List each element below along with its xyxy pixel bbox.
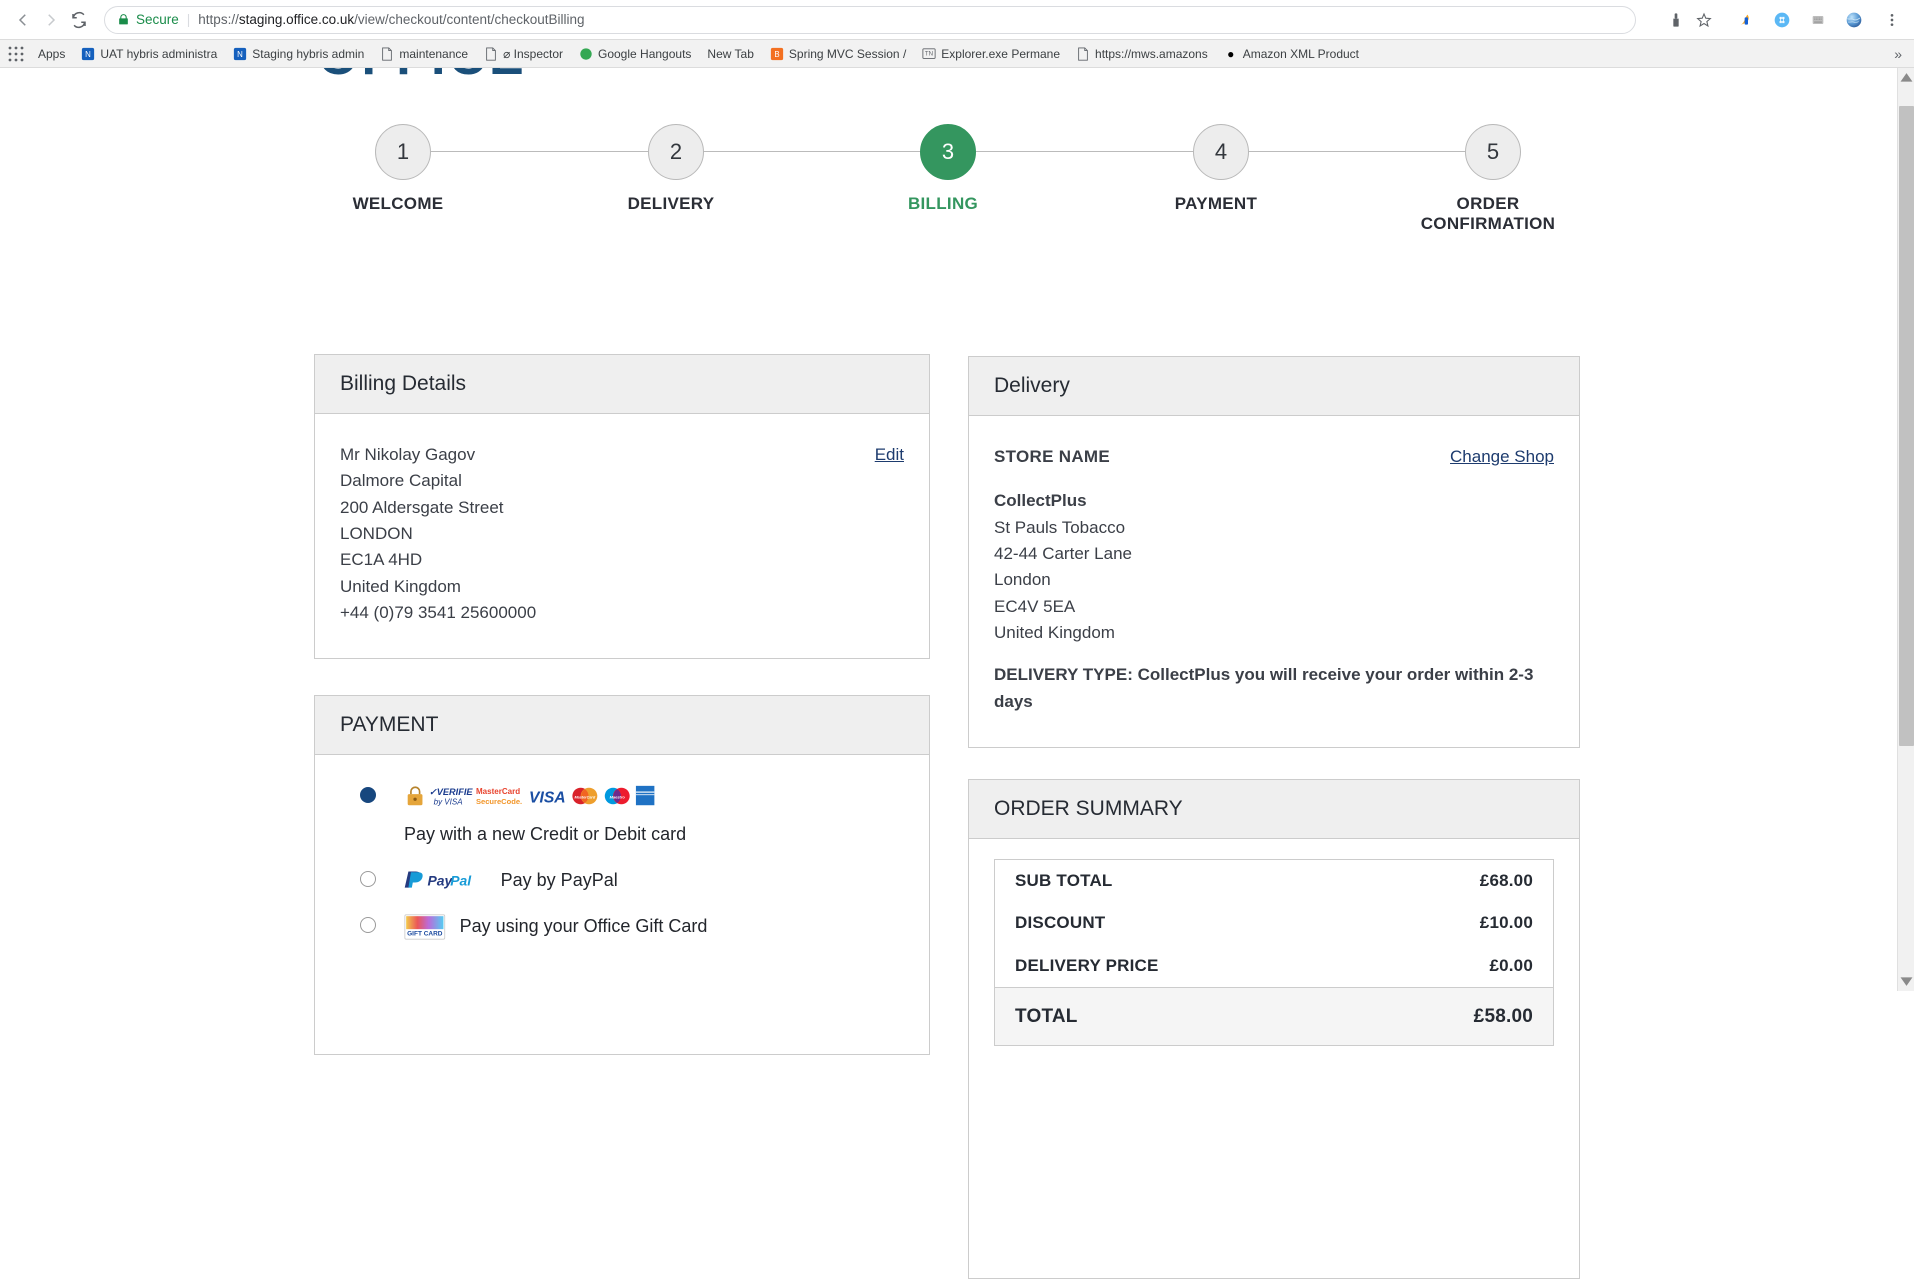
svg-text:✓VERIFIED: ✓VERIFIED — [429, 787, 473, 797]
svg-text:by VISA: by VISA — [434, 797, 463, 806]
svg-text:N: N — [237, 50, 243, 59]
svg-text:Pal: Pal — [450, 872, 472, 888]
svg-text:MasterCard: MasterCard — [575, 795, 596, 799]
svg-text:VISA: VISA — [529, 789, 566, 806]
svg-text:N: N — [86, 50, 92, 59]
svg-text:B: B — [774, 50, 779, 59]
svg-text:SecureCode.: SecureCode. — [476, 797, 522, 806]
svg-text:GIFT CARD: GIFT CARD — [407, 930, 443, 937]
svg-text:Maestro: Maestro — [609, 794, 625, 799]
svg-text:MasterCard: MasterCard — [476, 787, 520, 796]
svg-text:TN: TN — [925, 50, 933, 57]
